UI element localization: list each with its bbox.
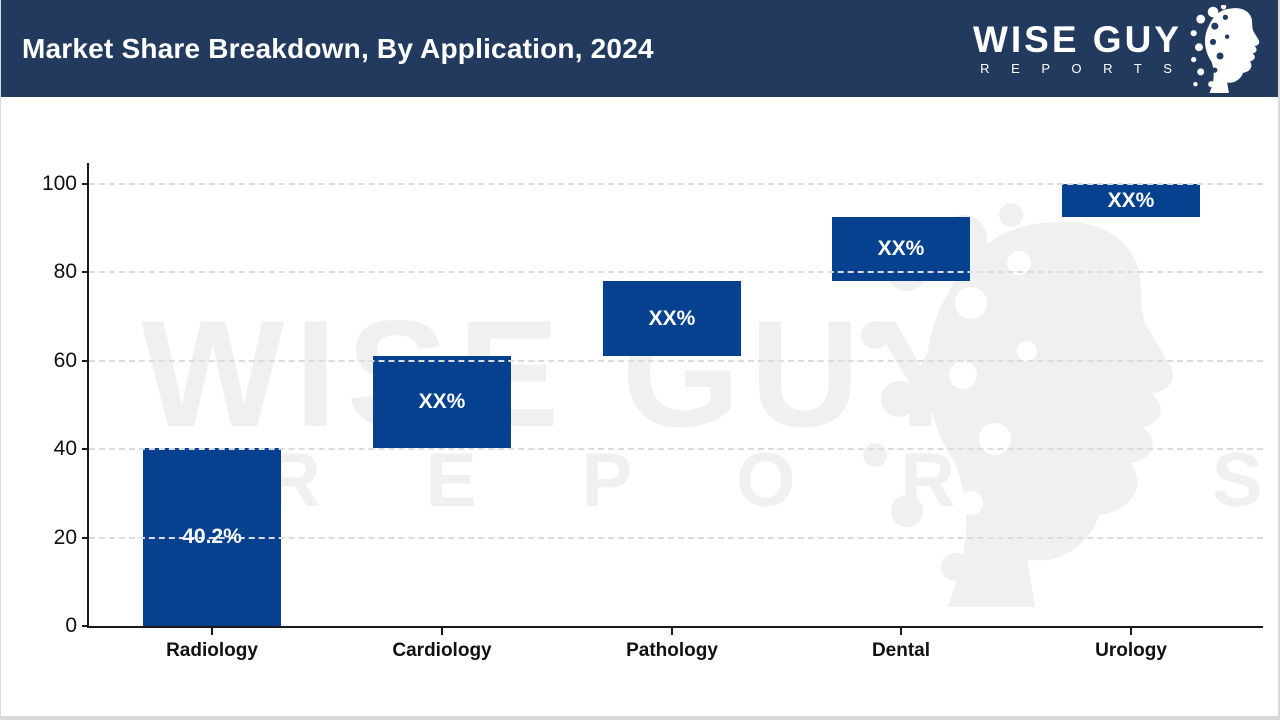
bar-value-label-radiology: 40.2%: [182, 525, 242, 549]
gridline-40: [89, 448, 1263, 451]
y-tick-60: [82, 359, 89, 362]
logo-wordmark: WISE GUY R E P O R T S: [972, 18, 1182, 77]
y-tick-40: [82, 448, 89, 451]
bar-value-label-pathology: XX%: [648, 306, 696, 330]
chart-header: Market Share Breakdown, By Application, …: [1, 0, 1278, 97]
y-tick-label-80: 80: [53, 260, 77, 284]
y-tick-100: [82, 183, 89, 185]
bar-value-label-cardiology: XX%: [418, 390, 466, 414]
gridline-20: [89, 536, 1263, 539]
bar-urology: [1062, 184, 1200, 218]
bar-cardiology: [373, 356, 511, 449]
x-axis-line: [87, 626, 1263, 628]
x-tick-label-radiology: Radiology: [166, 640, 258, 661]
logo-wordmark-line2: R E P O R T S: [980, 61, 1181, 77]
y-tick-0: [82, 625, 89, 627]
bar-value-label-urology: XX%: [1107, 188, 1155, 212]
x-tick-dental: [900, 628, 902, 635]
chart-area: WISE GUY R E P O R T S 0 20 40 60 80 100 40.2%…: [1, 97, 1278, 716]
gridline-100: [89, 183, 1263, 185]
y-tick-label-0: 0: [65, 614, 77, 637]
watermark-line1: WISE GUY: [141, 289, 982, 459]
y-tick-80: [82, 271, 89, 274]
x-tick-pathology: [671, 628, 673, 635]
y-tick-label-40: 40: [53, 437, 77, 461]
x-tick-urology: [1130, 628, 1132, 635]
y-axis-line: [87, 163, 89, 628]
y-tick-label-60: 60: [53, 348, 77, 372]
x-tick-cardiology: [441, 628, 443, 635]
logo-wordmark-line1: WISE GUY: [972, 18, 1182, 60]
y-tick-20: [82, 536, 89, 539]
bar-value-label-dental: XX%: [877, 237, 925, 261]
y-tick-label-20: 20: [53, 525, 77, 549]
x-tick-label-pathology: Pathology: [626, 640, 718, 661]
bar-pathology: [603, 281, 741, 357]
footer-strip: [1, 716, 1278, 720]
y-tick-label-100: 100: [41, 172, 77, 195]
wiseguy-logo: WISE GUY R E P O R T S: [972, 4, 1278, 93]
x-tick-label-dental: Dental: [871, 640, 931, 661]
chart-title: Market Share Breakdown, By Application, …: [22, 32, 654, 64]
x-tick-label-cardiology: Cardiology: [392, 640, 492, 661]
gridline-80: [89, 271, 1263, 274]
gridline-60: [89, 359, 1263, 362]
x-tick-radiology: [211, 628, 213, 635]
wiseguy-head-icon: [1190, 4, 1260, 93]
x-tick-label-urology: Urology: [1095, 640, 1167, 661]
